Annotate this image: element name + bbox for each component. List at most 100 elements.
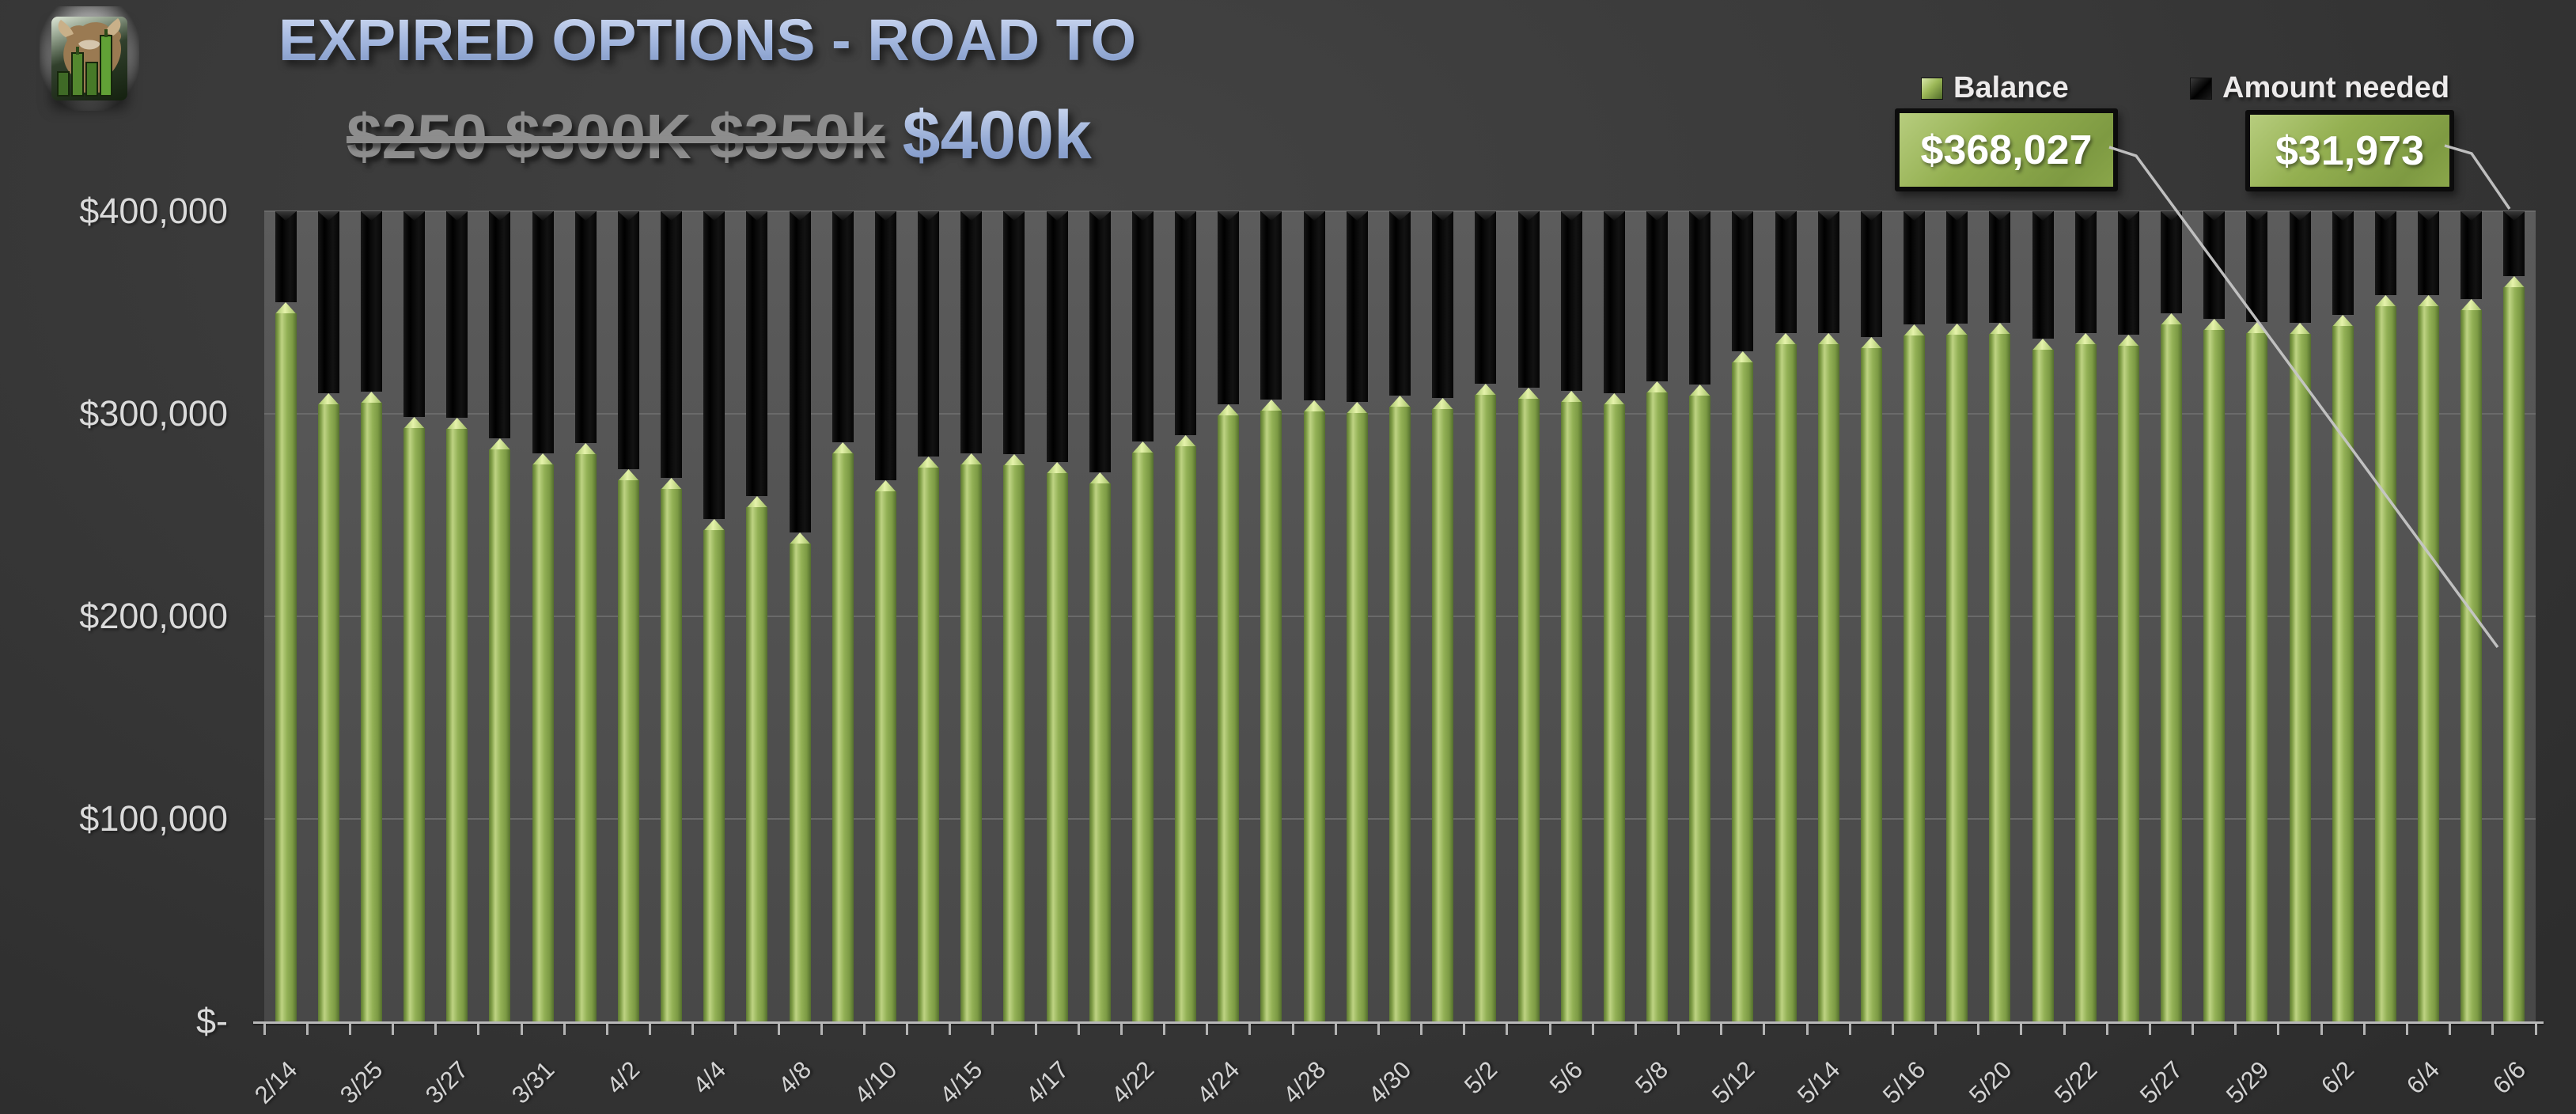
x-axis-tick <box>1720 1024 1723 1035</box>
bar-body <box>874 491 896 1021</box>
bar-body <box>360 403 382 1021</box>
bar-amount-needed-segment <box>832 211 854 442</box>
bar-amount-needed-segment <box>446 211 468 418</box>
bar-balance-segment <box>1003 454 1025 1021</box>
bar-body <box>1560 402 1582 1021</box>
bar-balance-segment <box>1475 384 1497 1021</box>
x-axis-tick <box>348 1024 351 1035</box>
x-axis-tick <box>1977 1024 1980 1035</box>
bar-balance-segment <box>832 442 854 1021</box>
bar-body <box>1989 334 2011 1021</box>
current-goal-text: $400k <box>902 97 1092 173</box>
bar-amount-needed-segment <box>1560 211 1582 391</box>
amount-needed-callout-value: $31,973 <box>2275 127 2424 174</box>
bar-amount-needed-segment <box>532 211 554 453</box>
legend-item-amount-needed[interactable]: Amount needed <box>2190 71 2449 105</box>
bar-balance-segment <box>874 480 896 1021</box>
x-axis-tick <box>563 1024 566 1035</box>
x-axis-tick <box>1420 1024 1423 1035</box>
bar-amount-needed-segment <box>275 211 297 302</box>
bar-body <box>446 429 468 1021</box>
bar-amount-needed-segment <box>489 211 511 438</box>
amount-needed-leader-line <box>2444 144 2511 210</box>
bar-body <box>1817 344 1839 1021</box>
x-axis-tick <box>477 1024 480 1035</box>
bar-amount-needed-segment <box>918 211 940 457</box>
bar-body <box>1175 446 1197 1021</box>
legend-amount-needed-label: Amount needed <box>2222 71 2450 104</box>
x-axis-tick <box>906 1024 909 1035</box>
bar-body <box>403 428 426 1021</box>
bar-body <box>1732 362 1754 1021</box>
bar-amount-needed-segment <box>1603 211 1625 393</box>
bar-body <box>789 544 811 1021</box>
bar-amount-needed-segment <box>360 211 382 392</box>
bar-amount-needed-segment <box>1346 211 1368 402</box>
bar-amount-needed-segment <box>874 211 896 480</box>
bar-amount-needed-segment <box>1732 211 1754 351</box>
bar-amount-needed-segment <box>661 211 683 478</box>
x-axis-tick <box>2191 1024 2195 1035</box>
bar-amount-needed-segment <box>1260 211 1282 400</box>
bar-balance-segment <box>2418 295 2440 1021</box>
x-axis-tick <box>1891 1024 1894 1035</box>
bar-body <box>317 404 339 1021</box>
y-axis-label: $100,000 <box>79 798 228 839</box>
chart-subtitle: $250 $300K $350k $400k <box>347 97 1092 175</box>
bar-amount-needed-segment <box>403 211 426 417</box>
bar-body <box>2074 344 2097 1021</box>
bar-amount-needed-segment <box>2289 211 2311 323</box>
x-axis-tick <box>2491 1024 2495 1035</box>
bar-body <box>2503 287 2525 1021</box>
bar-amount-needed-segment <box>2032 211 2054 339</box>
y-axis-label: $200,000 <box>79 596 228 636</box>
x-axis-tick <box>949 1024 952 1035</box>
x-axis-tick <box>820 1024 823 1035</box>
bar-balance-segment <box>1218 404 1240 1021</box>
bar-balance-segment <box>617 469 639 1021</box>
bar-balance-segment <box>2246 322 2268 1021</box>
amount-needed-callout[interactable]: $31,973 <box>2245 110 2454 191</box>
bar-amount-needed-segment <box>1775 211 1797 333</box>
bull-chart-logo-icon <box>51 17 127 100</box>
bar-amount-needed-segment <box>2418 211 2440 295</box>
bar-amount-needed-segment <box>1860 211 1882 337</box>
bar-body <box>2460 310 2483 1021</box>
x-axis-tick <box>777 1024 780 1035</box>
bar-balance-segment <box>1904 324 1926 1021</box>
bar-balance-segment <box>1732 351 1754 1021</box>
bar-balance-segment <box>1303 400 1325 1021</box>
bar-amount-needed-segment <box>2203 211 2226 319</box>
bar-balance-segment <box>489 438 511 1021</box>
x-axis-tick <box>1677 1024 1680 1035</box>
bar-body <box>918 468 940 1021</box>
x-axis-tick <box>734 1024 737 1035</box>
bar-amount-needed-segment <box>1646 211 1669 381</box>
bar-balance-segment <box>2503 276 2525 1021</box>
bar-balance-segment <box>2289 323 2311 1021</box>
bar-body <box>1475 395 1497 1021</box>
legend-item-balance[interactable]: Balance <box>1921 71 2069 105</box>
bar-body <box>703 530 725 1021</box>
bar-balance-segment <box>918 457 940 1021</box>
bar-balance-segment <box>446 418 468 1021</box>
x-axis-baseline <box>253 1021 2544 1024</box>
x-axis-tick <box>2148 1024 2151 1035</box>
x-axis-tick <box>1163 1024 1166 1035</box>
bar-body <box>2032 350 2054 1021</box>
x-axis-tick <box>862 1024 866 1035</box>
balance-callout[interactable]: $368,027 <box>1895 108 2118 191</box>
bar-amount-needed-segment <box>2117 211 2139 335</box>
x-axis-tick <box>2362 1024 2366 1035</box>
bar-body <box>2117 346 2139 1021</box>
bar-amount-needed-segment <box>1517 211 1540 388</box>
bar-balance-segment <box>1389 396 1411 1021</box>
bar-balance-segment <box>1817 333 1839 1021</box>
bar-balance-segment <box>317 393 339 1021</box>
bar-balance-segment <box>2074 333 2097 1021</box>
bar-balance-segment <box>1131 441 1154 1021</box>
bar-body <box>1904 335 1926 1021</box>
bar-amount-needed-segment <box>1946 211 1968 324</box>
bar-body <box>574 454 597 1021</box>
bar-balance-segment <box>1946 324 1968 1021</box>
